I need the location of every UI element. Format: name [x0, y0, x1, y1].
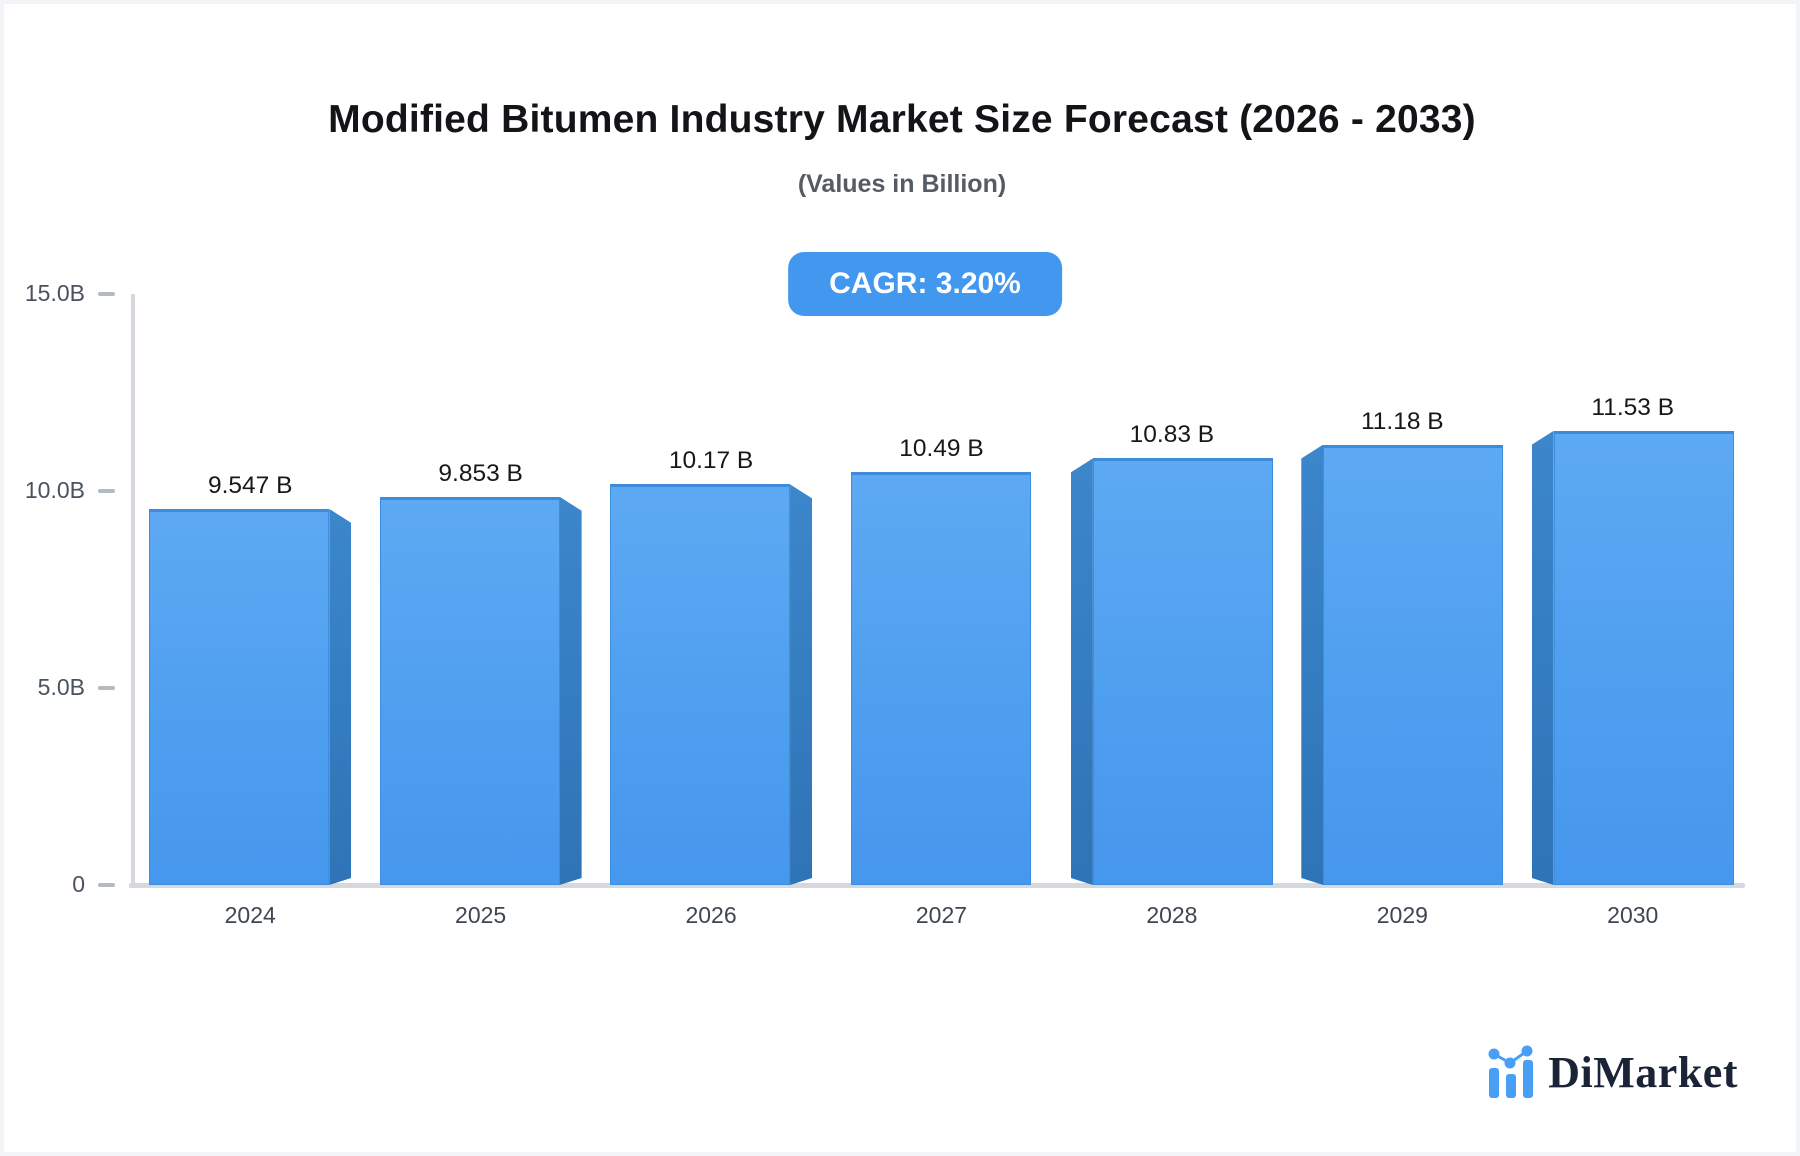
bar-3d-side — [560, 497, 582, 885]
bar-slot: 11.53 B 2030 — [1518, 294, 1748, 928]
bar-slot: 10.17 B 2026 — [596, 294, 826, 928]
chart-subtitle: (Values in Billion) — [797, 170, 1007, 198]
y-axis-tick-mark — [98, 686, 115, 690]
bar-2030[interactable]: 11.53 B — [1532, 394, 1734, 885]
y-axis-tick-mark — [98, 292, 115, 296]
bar-slot: 11.18 B 2029 — [1287, 294, 1517, 928]
bar-3d-side — [1301, 445, 1323, 885]
bar-value-label: 9.547 B — [207, 471, 293, 499]
x-axis-label: 2026 — [685, 902, 737, 928]
bar-face — [1323, 444, 1504, 885]
x-axis-label: 2024 — [224, 902, 276, 928]
x-axis-line — [129, 883, 1745, 888]
x-axis-label: 2028 — [1146, 902, 1198, 928]
bar-value-label: 10.49 B — [899, 434, 984, 462]
bar-slot: 10.83 B 2028 — [1057, 294, 1287, 928]
chart-card: Modified Bitumen Industry Market Size Fo… — [4, 4, 1796, 1152]
y-axis-tick-label: 5.0B — [37, 674, 85, 700]
bar-3d-side — [1532, 431, 1554, 885]
brand-logo: DiMarket — [1487, 1044, 1738, 1100]
y-axis-tick-mark — [98, 489, 115, 493]
bar-face — [149, 508, 330, 885]
x-axis-label: 2025 — [455, 902, 507, 928]
bar-slot: 9.853 B 2025 — [365, 294, 595, 928]
y-axis-line — [131, 294, 135, 888]
bar-value-label: 11.18 B — [1360, 407, 1444, 435]
y-axis-tick-label: 15.0B — [24, 280, 85, 306]
bar-2024[interactable]: 9.547 B — [149, 472, 351, 885]
bar-value-label: 10.17 B — [668, 447, 754, 475]
y-axis-tick-mark — [98, 883, 115, 887]
y-axis-tick-label: 10.0B — [24, 477, 85, 503]
x-axis-label: 2027 — [915, 902, 968, 928]
bar-face — [610, 484, 791, 885]
x-axis-label: 2029 — [1376, 902, 1428, 928]
bar-face — [1092, 458, 1273, 885]
bar-3d-side — [790, 484, 812, 885]
y-axis-tick-label: 0 — [72, 871, 85, 897]
cagr-badge: CAGR: 3.20% — [788, 252, 1062, 316]
bar-3d-side — [1071, 458, 1093, 885]
bar-slot: 9.547 B 2024 — [135, 294, 365, 928]
bar-2027[interactable]: 10.49 B — [851, 435, 1032, 885]
bar-line-chart-icon — [1487, 1044, 1535, 1100]
bar-value-label: 10.83 B — [1129, 421, 1215, 449]
plot-area: 9.547 B 2024 9.853 B 2025 10.17 B 2026 10.49 B… — [25, 280, 1748, 928]
bar-value-label: 11.53 B — [1591, 393, 1675, 421]
bar-2029[interactable]: 11.18 B — [1301, 408, 1504, 885]
bar-2025[interactable]: 9.853 B — [379, 460, 582, 885]
bar-2026[interactable]: 10.17 B — [610, 447, 812, 885]
bar-slot: 10.49 B 2027 — [826, 294, 1056, 928]
bar-value-label: 9.853 B — [438, 459, 523, 487]
bars-row: 9.547 B 2024 9.853 B 2025 10.17 B 2026 10.49 B… — [135, 294, 1748, 928]
brand-name: DiMarket — [1548, 1047, 1738, 1097]
bar-face — [851, 471, 1032, 885]
x-axis-label: 2030 — [1607, 902, 1659, 928]
bar-face — [379, 496, 560, 885]
bar-3d-side — [329, 509, 351, 885]
bar-face — [1553, 430, 1734, 885]
chart-title: Modified Bitumen Industry Market Size Fo… — [328, 98, 1476, 141]
bar-2028[interactable]: 10.83 B — [1071, 421, 1273, 885]
